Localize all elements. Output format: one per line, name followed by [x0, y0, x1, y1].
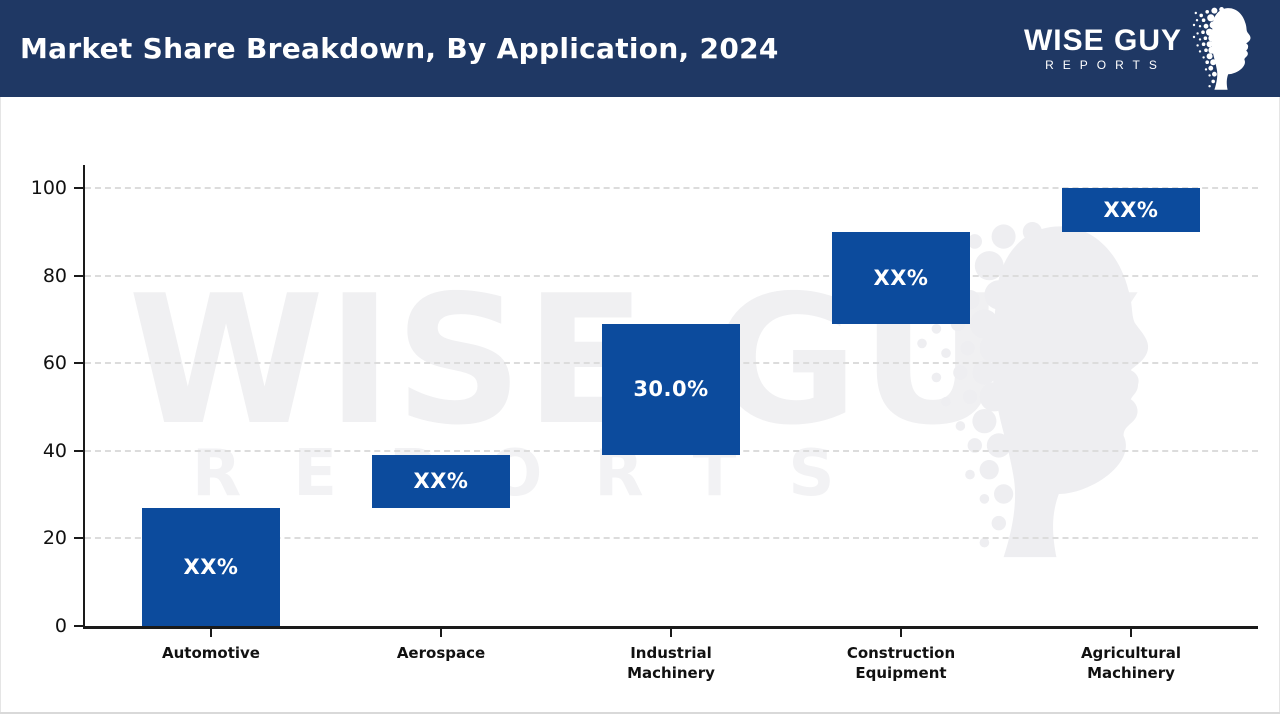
x-category-line: Machinery [627, 664, 715, 682]
page-title: Market Share Breakdown, By Application, … [20, 32, 779, 65]
x-category-line: Machinery [1087, 664, 1175, 682]
bar-value-label: XX% [183, 554, 239, 579]
x-category-line: Construction [846, 644, 956, 662]
x-category-label: Automotive [96, 643, 326, 663]
y-tick-100 [74, 187, 83, 189]
y-tick-40 [74, 449, 83, 452]
bottom-border [0, 712, 1280, 714]
y-tick-label: 60 [42, 352, 67, 375]
x-category-line: Agricultural [1080, 644, 1182, 662]
y-tick-80 [74, 274, 83, 277]
wise-guy-logo: WISE GUY REPORTS [1023, 6, 1254, 91]
y-tick-label: 40 [42, 439, 67, 462]
x-category-label: Agricultural Machinery [1016, 643, 1246, 683]
y-tick-20 [74, 537, 83, 540]
x-category-line: Automotive [162, 644, 260, 662]
y-tick-label: 0 [54, 615, 67, 637]
y-tick-0 [74, 625, 83, 627]
header: Market Share Breakdown, By Application, … [0, 0, 1280, 97]
gridline-80 [85, 274, 1258, 277]
bar-0: XX% [142, 507, 280, 626]
x-category-label: Construction Equipment [786, 643, 1016, 683]
x-category-label: Aerospace [326, 643, 556, 663]
bar-value-label: XX% [873, 265, 929, 290]
logo-subtitle: REPORTS [1045, 58, 1166, 72]
x-category-line: Equipment [855, 664, 947, 682]
x-category-line: Aerospace [396, 644, 486, 662]
y-tick-60 [74, 362, 83, 365]
x-tick-0 [210, 629, 212, 637]
y-tick-label: 100 [30, 177, 67, 199]
x-tick-1 [440, 629, 442, 637]
gridline-20 [85, 537, 1258, 540]
logo-text: WISE GUY REPORTS [1023, 24, 1182, 72]
x-category-line: Industrial [630, 644, 712, 662]
bar-1: XX% [372, 455, 510, 508]
logo-wordmark: WISE GUY [1023, 24, 1182, 57]
x-axis-line [83, 626, 1258, 629]
y-tick-label: 80 [42, 264, 67, 287]
y-tick-label: 20 [42, 527, 67, 550]
left-border [0, 97, 1, 713]
x-tick-4 [1130, 629, 1132, 637]
bar-value-label: XX% [413, 469, 469, 494]
bar-value-label: XX% [1103, 197, 1159, 222]
bar-2: 30.0% [602, 323, 740, 456]
wise-guy-head-icon [1192, 6, 1251, 90]
x-category-label: Industrial Machinery [556, 643, 786, 683]
bar-value-label: 30.0% [633, 377, 709, 402]
gridline-100 [85, 187, 1258, 189]
x-tick-2 [670, 629, 672, 637]
x-tick-3 [900, 629, 902, 637]
y-axis-line [83, 165, 85, 626]
bar-3: XX% [832, 231, 970, 324]
bar-4: XX% [1062, 188, 1200, 232]
